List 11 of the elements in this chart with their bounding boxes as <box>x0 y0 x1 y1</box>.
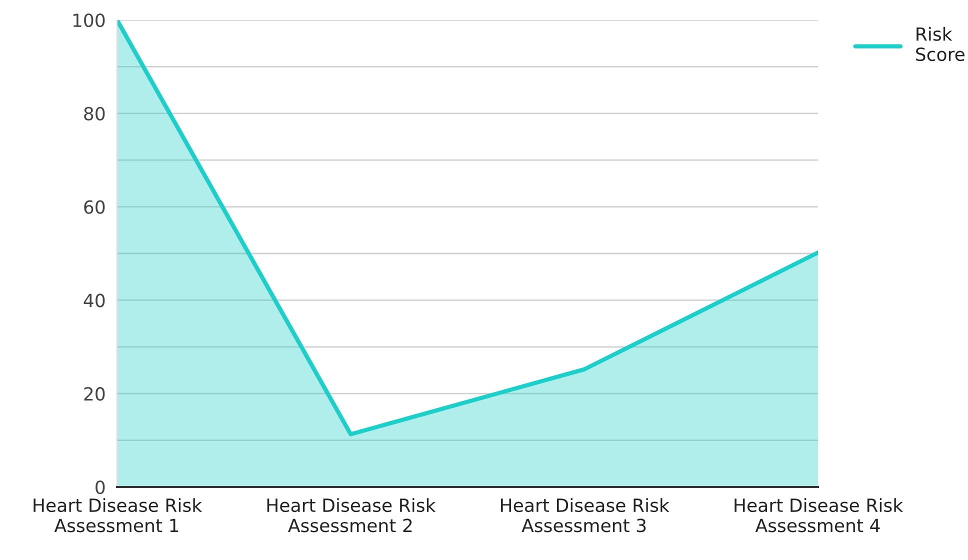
y-tick-label: 60 <box>84 200 105 214</box>
y-tick-label: 40 <box>84 294 105 308</box>
x-tick-label: Heart Disease Risk Assessment 2 <box>267 498 436 532</box>
y-tick-label: 0 <box>96 480 105 494</box>
x-tick-label: Heart Disease Risk Assessment 4 <box>734 498 904 532</box>
y-tick-label: 100 <box>73 13 105 28</box>
y-tick-label: 80 <box>84 106 105 121</box>
legend-label: Risk Score <box>916 26 964 62</box>
y-tick-label: 20 <box>84 387 105 401</box>
x-tick-label: Heart Disease Risk Assessment 1 <box>34 498 202 532</box>
x-tick-label: Heart Disease Risk Assessment 3 <box>501 498 670 532</box>
